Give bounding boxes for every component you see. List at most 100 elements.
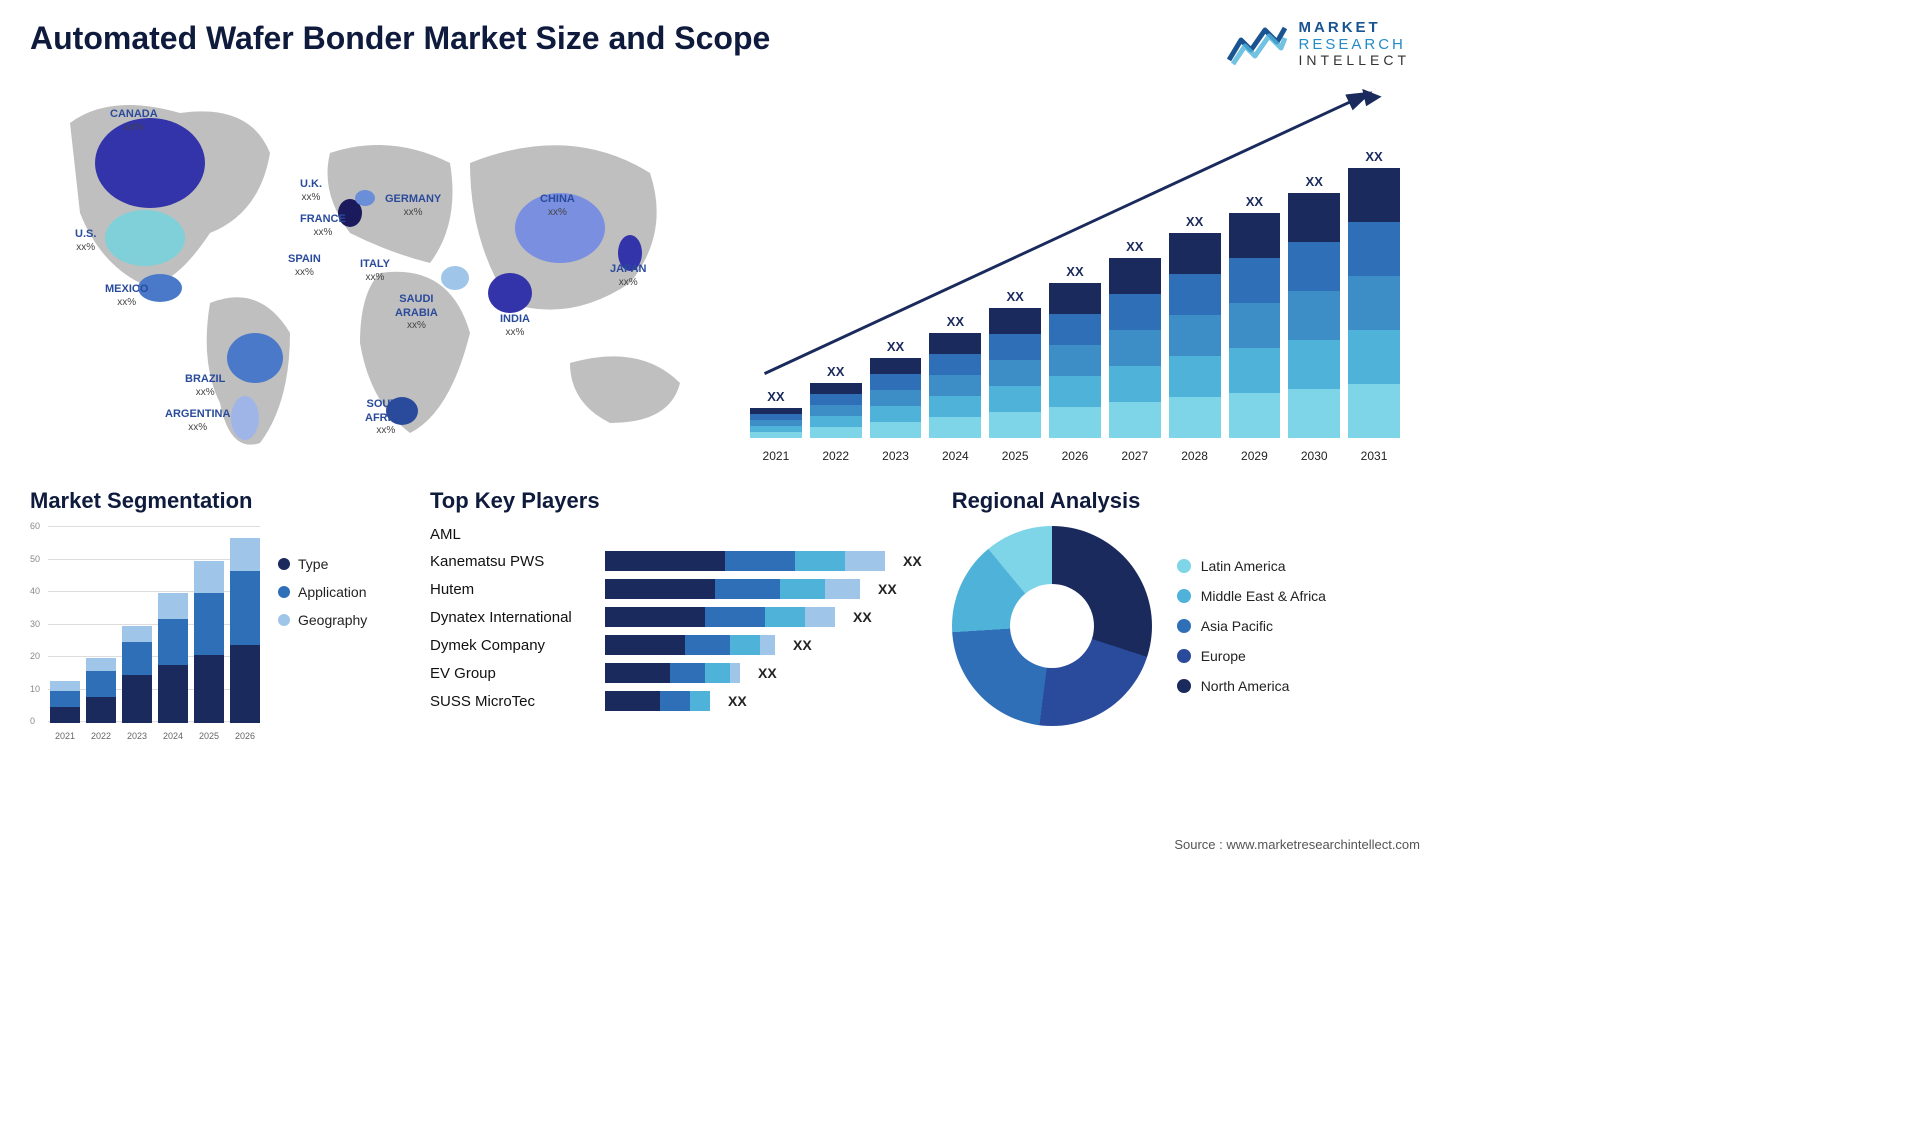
growth-year-label: 2021 xyxy=(750,449,802,463)
growth-chart: XX XX XX XX XX XX XX XX XX XX XX 2021 2022 2023 2024 2… xyxy=(750,83,1410,463)
regional-title: Regional Analysis xyxy=(952,488,1410,514)
growth-bar: XX xyxy=(1169,214,1221,438)
growth-bar: XX xyxy=(1288,174,1340,438)
growth-bar-value: XX xyxy=(1186,214,1203,229)
seg-ytick: 60 xyxy=(30,521,40,531)
player-value: XX xyxy=(793,637,812,653)
growth-bar-value: XX xyxy=(827,364,844,379)
player-row: Hutem XX xyxy=(430,579,922,599)
seg-ytick: 40 xyxy=(30,586,40,596)
map-country-label: FRANCExx% xyxy=(300,213,346,238)
players-panel: Top Key Players AML Kanematsu PWS XX Hutem X… xyxy=(430,488,922,741)
seg-bar xyxy=(230,538,260,723)
player-row: Dymek Company XX xyxy=(430,635,922,655)
player-row: SUSS MicroTecXX xyxy=(430,691,922,711)
player-name: Hutem xyxy=(430,581,595,598)
regional-donut xyxy=(952,526,1152,726)
growth-bar-value: XX xyxy=(1306,174,1323,189)
growth-year-label: 2029 xyxy=(1229,449,1281,463)
player-name: Dymek Company xyxy=(430,637,595,654)
growth-year-label: 2030 xyxy=(1288,449,1340,463)
seg-year-label: 2023 xyxy=(122,731,152,741)
region-legend-item: North America xyxy=(1177,678,1326,694)
map-country-label: CANADAxx% xyxy=(110,108,158,133)
seg-ytick: 50 xyxy=(30,554,40,564)
growth-year-label: 2026 xyxy=(1049,449,1101,463)
player-value: XX xyxy=(728,693,747,709)
growth-bar-value: XX xyxy=(947,314,964,329)
map-country-label: BRAZILxx% xyxy=(185,373,225,398)
map-country-label: CHINAxx% xyxy=(540,193,575,218)
player-value: XX xyxy=(878,581,897,597)
growth-bar: XX xyxy=(1348,149,1400,438)
growth-bar-value: XX xyxy=(1066,264,1083,279)
map-country-label: INDIAxx% xyxy=(500,313,530,338)
growth-bar: XX xyxy=(989,289,1041,438)
page-title: Automated Wafer Bonder Market Size and S… xyxy=(30,20,770,57)
player-row: Kanematsu PWS XX xyxy=(430,551,922,571)
map-country-label: U.S.xx% xyxy=(75,228,96,253)
growth-year-label: 2028 xyxy=(1169,449,1221,463)
growth-year-label: 2025 xyxy=(989,449,1041,463)
player-bar xyxy=(605,691,710,711)
growth-year-label: 2023 xyxy=(870,449,922,463)
player-bar xyxy=(605,635,775,655)
players-list: AML Kanematsu PWS XX Hutem XX Dynatex Interna… xyxy=(430,526,922,711)
seg-year-label: 2024 xyxy=(158,731,188,741)
region-legend-item: Asia Pacific xyxy=(1177,618,1326,634)
logo-line2: RESEARCH xyxy=(1299,37,1410,54)
segmentation-title: Market Segmentation xyxy=(30,488,400,514)
growth-bar-value: XX xyxy=(767,389,784,404)
brand-logo: MARKET RESEARCH INTELLECT xyxy=(1227,20,1410,68)
growth-bar-value: XX xyxy=(1365,149,1382,164)
players-title: Top Key Players xyxy=(430,488,922,514)
player-name: Kanematsu PWS xyxy=(430,553,595,570)
map-country-label: U.K.xx% xyxy=(300,178,322,203)
seg-legend-item: Geography xyxy=(278,612,367,628)
growth-bar: XX xyxy=(870,339,922,438)
player-row: EV GroupXX xyxy=(430,663,922,683)
growth-bar-value: XX xyxy=(1126,239,1143,254)
region-legend-item: Latin America xyxy=(1177,558,1326,574)
player-bar xyxy=(605,663,740,683)
segmentation-legend: TypeApplicationGeography xyxy=(278,556,367,628)
growth-year-label: 2031 xyxy=(1348,449,1400,463)
player-bar xyxy=(605,607,835,627)
map-country-label: GERMANYxx% xyxy=(385,193,441,218)
seg-ytick: 10 xyxy=(30,684,40,694)
world-map-panel: CANADAxx%U.S.xx%MEXICOxx%BRAZILxx%ARGENT… xyxy=(30,83,710,463)
growth-bar: XX xyxy=(929,314,981,438)
logo-icon xyxy=(1227,20,1287,68)
map-country-label: ITALYxx% xyxy=(360,258,390,283)
growth-bar-value: XX xyxy=(887,339,904,354)
map-country-label: MEXICOxx% xyxy=(105,283,148,308)
player-name: AML xyxy=(430,526,595,543)
seg-year-label: 2022 xyxy=(86,731,116,741)
map-country-label: SPAINxx% xyxy=(288,253,321,278)
player-value: XX xyxy=(903,553,922,569)
map-country-label: SOUTHAFRICAxx% xyxy=(365,398,407,436)
map-country-label: JAPANxx% xyxy=(610,263,646,288)
seg-year-label: 2026 xyxy=(230,731,260,741)
map-country-label: SAUDIARABIAxx% xyxy=(395,293,438,331)
seg-ytick: 0 xyxy=(30,716,35,726)
seg-bar xyxy=(158,593,188,723)
seg-bar xyxy=(50,681,80,723)
growth-bar: XX xyxy=(1229,194,1281,438)
segmentation-chart: 0102030405060202120222023202420252026 xyxy=(30,526,260,741)
seg-ytick: 30 xyxy=(30,619,40,629)
region-legend-item: Europe xyxy=(1177,648,1326,664)
player-bar xyxy=(605,579,860,599)
growth-year-label: 2022 xyxy=(810,449,862,463)
growth-year-label: 2024 xyxy=(929,449,981,463)
logo-line1: MARKET xyxy=(1299,20,1410,37)
regional-legend: Latin AmericaMiddle East & AfricaAsia Pa… xyxy=(1177,558,1326,694)
seg-bar xyxy=(122,626,152,724)
growth-bar: XX xyxy=(810,364,862,438)
growth-bar-value: XX xyxy=(1006,289,1023,304)
growth-bar: XX xyxy=(750,389,802,438)
seg-legend-item: Type xyxy=(278,556,367,572)
seg-bar xyxy=(194,561,224,724)
player-row: Dynatex InternationalXX xyxy=(430,607,922,627)
segmentation-panel: Market Segmentation 01020304050602021202… xyxy=(30,488,400,741)
